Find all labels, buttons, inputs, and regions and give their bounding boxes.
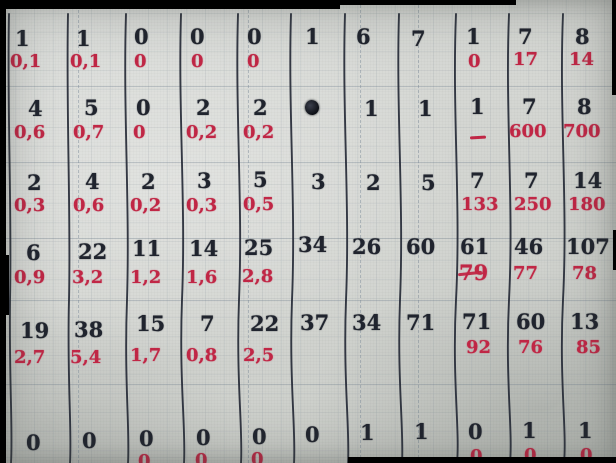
printed-margin-line <box>418 0 419 463</box>
letterbox-bar-top <box>0 0 340 9</box>
letterbox-bar-left-mid <box>0 255 9 315</box>
printed-rule <box>0 162 616 163</box>
printed-margin-line <box>78 0 79 463</box>
letterbox-bar-bottom <box>0 0 6 463</box>
letterbox-bar-bottom <box>348 457 616 463</box>
printed-rule <box>0 300 616 301</box>
printed-margin-line <box>360 0 361 463</box>
letterbox-bar-top <box>340 0 516 5</box>
printed-rule <box>0 384 616 385</box>
printed-rule <box>0 238 616 239</box>
printed-margin-line <box>248 0 249 463</box>
letterbox-bar-right <box>613 230 616 270</box>
letterbox-bar-right <box>612 0 616 95</box>
printed-rule <box>0 86 616 87</box>
